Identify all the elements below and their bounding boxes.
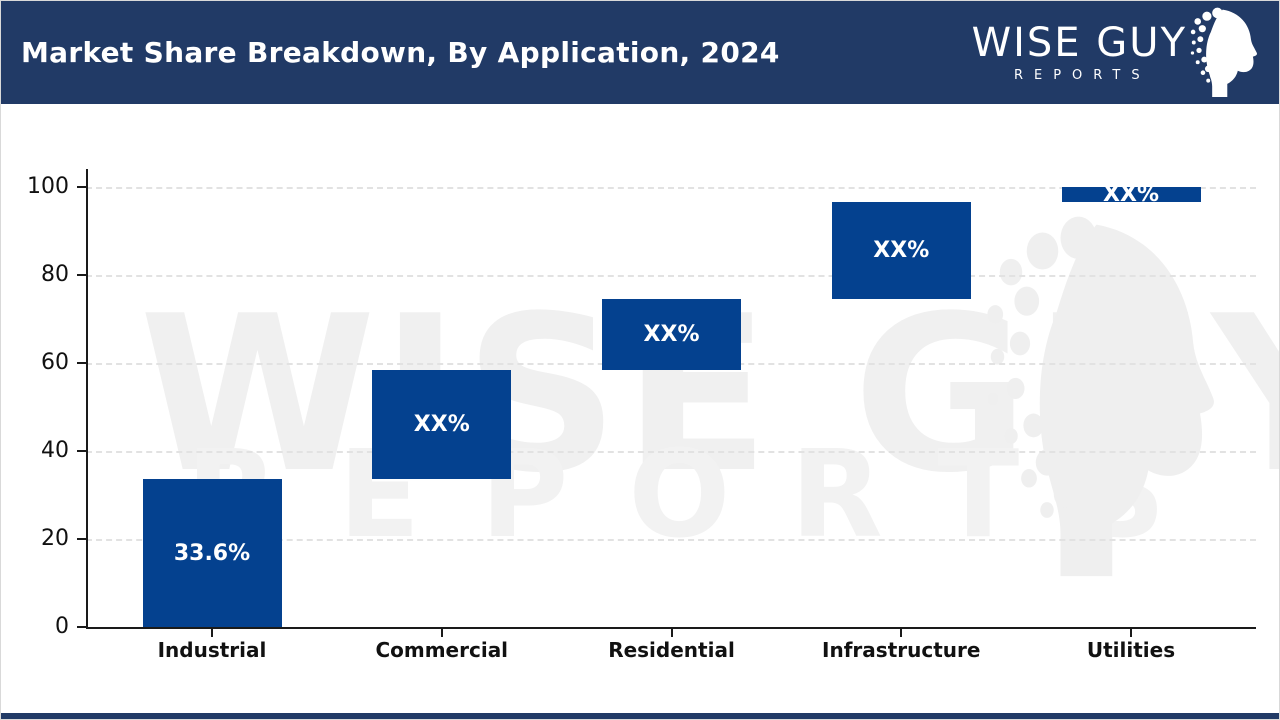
y-tick-label: 20: [41, 526, 69, 551]
bar-commercial: XX%: [372, 369, 512, 480]
gridline-40: [86, 451, 1256, 453]
x-tick-mark: [211, 629, 213, 637]
x-tick-mark: [1130, 629, 1132, 637]
x-axis-line: [86, 627, 1256, 629]
y-axis-line: [86, 169, 88, 629]
header-bar: Market Share Breakdown, By Application, …: [1, 1, 1279, 104]
x-tick-mark: [900, 629, 903, 637]
x-category-label: Industrial: [157, 638, 267, 662]
bar-value-label: XX%: [413, 411, 470, 437]
wise-guy-logo: WISE GUY REPORTS: [972, 7, 1267, 99]
x-category-label: Commercial: [375, 638, 509, 662]
logo-wordmark: WISE GUY: [971, 19, 1187, 66]
y-tick-label: 60: [41, 350, 69, 375]
y-tick-mark: [77, 538, 86, 540]
gridline-100: [86, 187, 1256, 189]
y-tick-label: 100: [27, 174, 69, 199]
x-category-label: Utilities: [1086, 638, 1176, 662]
x-tick-mark: [440, 629, 443, 637]
logo-face-icon: [1181, 7, 1267, 99]
bar-infrastructure: XX%: [831, 202, 971, 299]
plot-area: 0 20 40 60 80 100 33.6% Industrial XX% Commercial…: [1, 104, 1279, 715]
bar-value-label: XX%: [643, 321, 700, 347]
x-category-label: Residential: [608, 638, 735, 662]
y-tick-mark: [77, 186, 86, 188]
y-tick-label: 0: [55, 614, 69, 639]
y-tick-mark: [77, 626, 86, 628]
page-title: Market Share Breakdown, By Application, …: [21, 36, 780, 69]
bar-utilities: XX%: [1061, 182, 1201, 207]
y-tick-mark: [77, 450, 86, 452]
x-category-label: Infrastructure: [822, 638, 981, 662]
bar-value-label: XX%: [873, 238, 930, 264]
logo-subtitle: REPORTS: [1013, 67, 1151, 83]
y-tick-mark: [77, 274, 86, 276]
footer-strip: [1, 713, 1279, 719]
x-tick-mark: [670, 629, 673, 637]
y-tick-mark: [77, 362, 86, 364]
bar-value-label: 33.6%: [173, 540, 251, 566]
y-tick-label: 40: [41, 438, 69, 463]
gridline-20: [86, 539, 1256, 541]
bar-residential: XX%: [602, 298, 741, 370]
chart-canvas: WISE GUY REPORTS 0 20 40 60 80 100 33.6% Indust…: [1, 104, 1279, 715]
bar-industrial: 33.6%: [142, 479, 282, 627]
gridline-80: [86, 275, 1256, 277]
y-tick-label: 80: [41, 262, 69, 287]
logo-text: WISE GUY REPORTS: [972, 23, 1187, 83]
watermark-subtitle: REPORTS: [186, 426, 1226, 565]
bar-value-label: XX%: [1103, 182, 1159, 208]
